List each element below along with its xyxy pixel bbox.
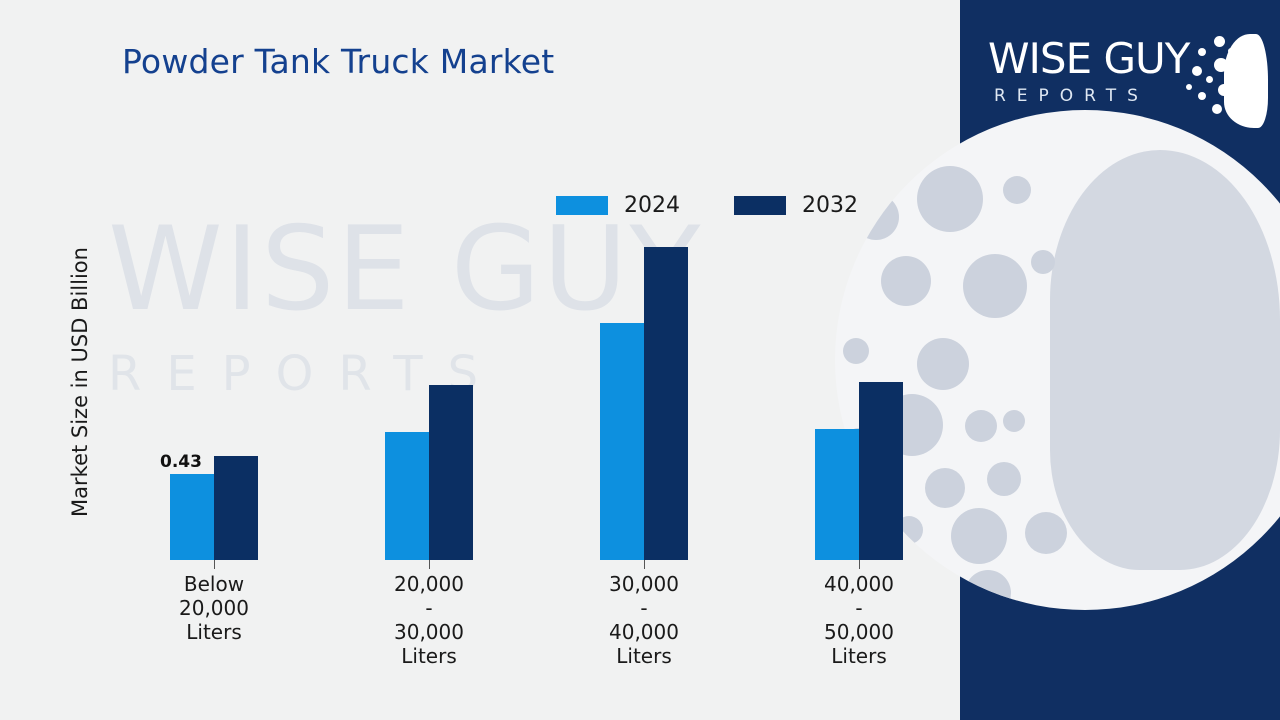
decorative-dot [965, 410, 997, 442]
category-label-2: 20,000 - 30,000 Liters [349, 572, 509, 668]
logo-dot [1206, 76, 1213, 83]
decorative-dot [843, 338, 869, 364]
bar-chart: Market Size in USD Billion 2024 2032 0.4… [68, 193, 950, 668]
category-line: Liters [616, 644, 672, 668]
legend-item-2032: 2032 [734, 193, 858, 218]
category-line: 50,000 [824, 620, 894, 644]
bar-2024[interactable] [170, 474, 214, 560]
logo-dot [1214, 58, 1228, 72]
head-profile-dots-icon [1184, 30, 1268, 130]
logo-dot [1228, 48, 1234, 54]
logo-dot [1186, 84, 1192, 90]
category-line: 30,000 [609, 572, 679, 596]
axis-tick [859, 560, 860, 569]
bar-group-40000-50000-liters: 40,000 - 50,000 Liters [815, 200, 903, 668]
category-line: Below [183, 572, 245, 596]
decorative-dot [917, 338, 969, 390]
axis-tick [429, 560, 430, 569]
decorative-dot [1031, 250, 1055, 274]
x-axis-baseline [100, 560, 950, 561]
bar-pair [385, 200, 473, 560]
bar-pair [170, 200, 258, 560]
bar-2024[interactable] [815, 429, 859, 560]
bar-2032[interactable] [214, 456, 258, 560]
category-line: - [855, 596, 863, 620]
chart-legend: 2024 2032 [556, 193, 858, 218]
legend-item-2024: 2024 [556, 193, 680, 218]
bar-2032[interactable] [429, 385, 473, 560]
bar-2024[interactable] [385, 432, 429, 560]
logo-dot [1198, 92, 1206, 100]
page-title: Powder Tank Truck Market [122, 42, 555, 81]
decorative-dot [965, 570, 1011, 610]
category-line: Liters [831, 644, 887, 668]
axis-tick [644, 560, 645, 569]
decorative-dot [925, 468, 965, 508]
bar-group-below-20000-liters: 0.43 Below 20,000 Liters [160, 200, 258, 644]
bar-group-30000-40000-liters: 30,000 - 40,000 Liters [600, 200, 688, 668]
category-line: - [425, 596, 433, 620]
decorative-dot [1003, 176, 1031, 204]
category-label-3: 30,000 - 40,000 Liters [564, 572, 724, 668]
category-line: 30,000 [394, 620, 464, 644]
bar-pair [600, 200, 688, 560]
category-line: - [640, 596, 648, 620]
plot-area: 0.43 Below 20,000 Liters 20,000 - 30,000 [100, 200, 950, 668]
axis-tick [214, 560, 215, 569]
decorative-dot [1025, 512, 1067, 554]
decorative-dot [1003, 410, 1025, 432]
category-label-4: 40,000 - 50,000 Liters [779, 572, 939, 668]
bar-value-label: 0.43 [160, 452, 202, 472]
logo-dot [1198, 48, 1206, 56]
logo-dot [1214, 36, 1225, 47]
decorative-dot [963, 254, 1027, 318]
logo-dot [1212, 104, 1222, 114]
bar-2032[interactable] [859, 382, 903, 560]
logo-dot [1192, 66, 1202, 76]
category-line: 40,000 [609, 620, 679, 644]
decorative-dot [951, 508, 1007, 564]
legend-swatch-2032 [734, 196, 786, 215]
decorative-dot [987, 462, 1021, 496]
bar-2032[interactable] [644, 247, 688, 560]
decorative-molecule-cluster [835, 110, 1280, 610]
decorative-head-profile-icon [1050, 150, 1280, 570]
logo-main-text: WISE GUY [988, 34, 1190, 83]
bar-2024[interactable] [600, 323, 644, 560]
decorative-dot [853, 194, 899, 240]
category-line: 40,000 [824, 572, 894, 596]
legend-swatch-2024 [556, 196, 608, 215]
category-line: 20,000 [394, 572, 464, 596]
category-line: 20,000 [179, 596, 249, 620]
bar-group-20000-30000-liters: 20,000 - 30,000 Liters [385, 200, 473, 668]
logo-sub-text: REPORTS [994, 86, 1149, 106]
category-label-1: Below 20,000 Liters [134, 572, 294, 644]
logo-dot [1218, 84, 1230, 96]
legend-label-2032: 2032 [802, 193, 858, 218]
bar-pair [815, 200, 903, 560]
decorative-dot [881, 256, 931, 306]
decorative-dot [917, 166, 983, 232]
category-line: Liters [186, 620, 242, 644]
legend-label-2024: 2024 [624, 193, 680, 218]
y-axis-label: Market Size in USD Billion [68, 247, 92, 517]
category-line: Liters [401, 644, 457, 668]
brand-logo[interactable]: WISE GUY REPORTS [988, 34, 1268, 128]
